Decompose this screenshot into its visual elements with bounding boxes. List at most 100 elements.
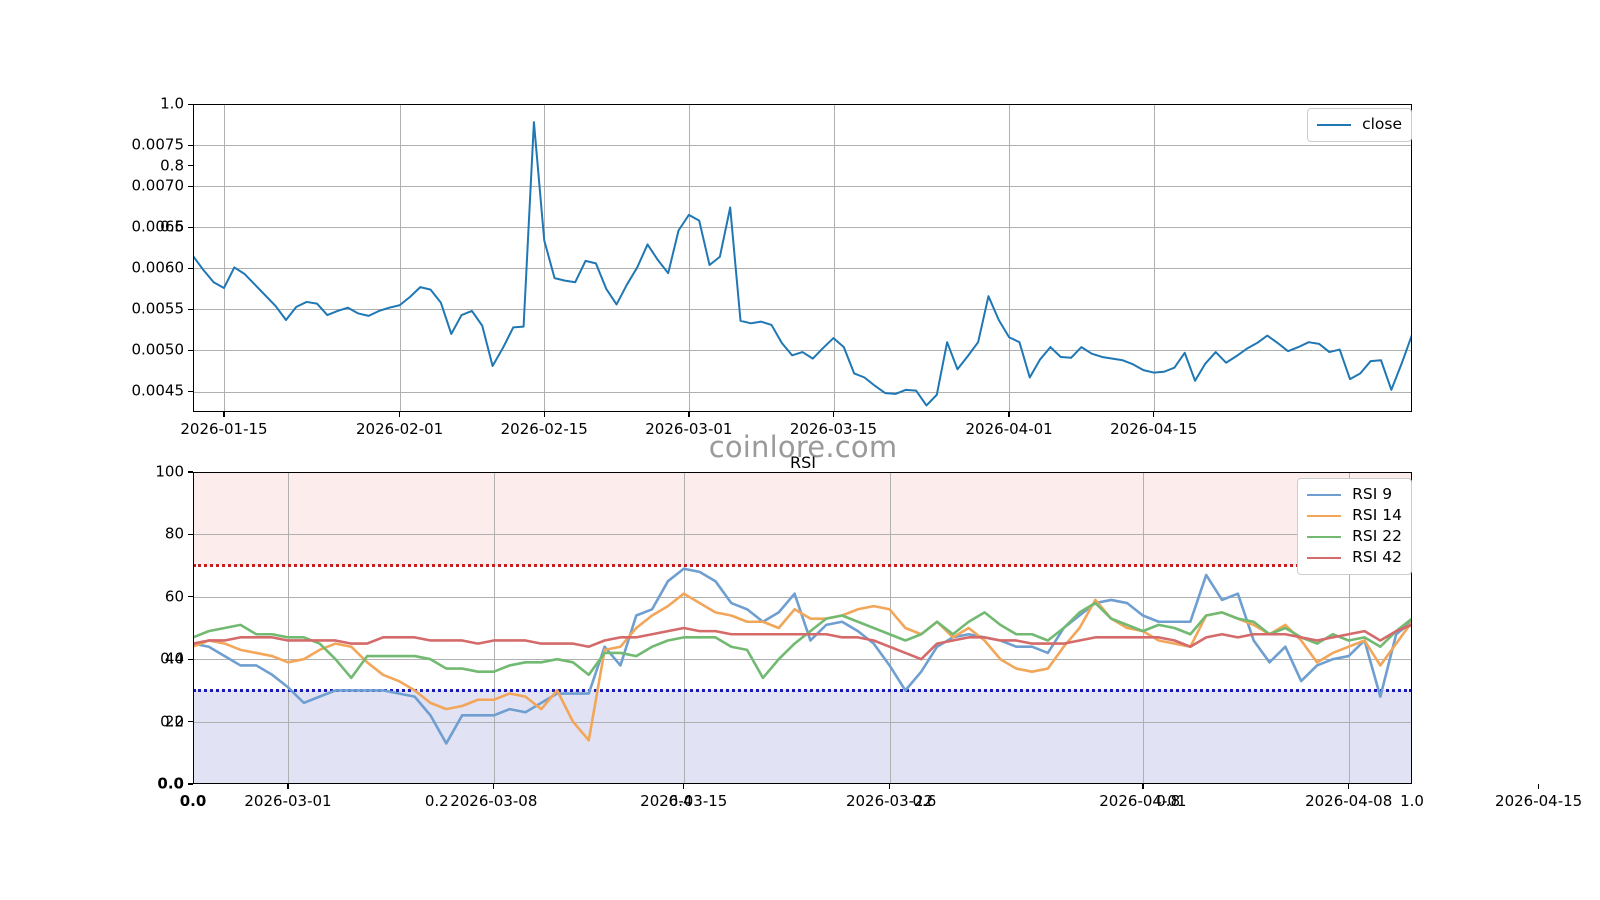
rsi-overlay-x-tick: 1.0: [1400, 792, 1424, 810]
price-y-tick: 0.0075: [131, 135, 185, 154]
rsi-axes-frame: [193, 472, 1412, 784]
rsi-y-tick: 0: [174, 774, 184, 793]
price-x-tick: 2026-04-01: [965, 420, 1053, 438]
rsi-x-tickmark: [683, 784, 685, 789]
price-overlay-y-tick: 0.8: [160, 156, 184, 175]
rsi-gridline-v: [288, 472, 289, 784]
price-gridline-h: [193, 350, 1412, 352]
price-x-tickmark: [223, 412, 225, 417]
rsi-legend-item[interactable]: RSI 9: [1307, 484, 1402, 505]
rsi-overlay-x-tick: 0.8: [1156, 792, 1181, 810]
price-x-tick: 2026-02-01: [356, 420, 444, 438]
price-gridline-h: [193, 186, 1412, 188]
price-y-tickmark: [188, 144, 193, 146]
close-series-path: [193, 121, 1412, 407]
rsi-band-oversold: [193, 690, 1412, 784]
rsi-series-group: [193, 567, 1412, 745]
price-x-tickmark: [688, 412, 690, 417]
rsi-x-tick: 2026-04-15: [1495, 792, 1583, 810]
watermark: coinlore.com: [708, 430, 898, 464]
price-gridline-v: [1009, 104, 1011, 412]
rsi-series-path-rsi-9: [193, 567, 1412, 745]
rsi-gridline-h: [193, 659, 1412, 661]
rsi-y-tickmark: [188, 658, 193, 660]
price-overlay-y-tickmark: [188, 103, 193, 105]
rsi-legend-label: RSI 42: [1352, 547, 1402, 566]
rsi-x-tick: 2026-03-01: [244, 792, 332, 810]
price-x-tick: 2026-01-15: [180, 420, 268, 438]
price-y-tickmark: [188, 308, 193, 311]
price-gridline-h: [193, 145, 1412, 147]
legend-line-swatch: [1307, 535, 1342, 538]
rsi-gridline-v: [889, 472, 891, 784]
rsi-legend-item[interactable]: RSI 22: [1307, 526, 1402, 547]
price-gridline-v: [224, 104, 225, 412]
rsi-gridline-h: [193, 596, 1412, 598]
price-legend[interactable]: close: [1307, 108, 1412, 142]
rsi-x-tick: 2026-03-22: [845, 792, 934, 810]
rsi-gridline-v: [493, 472, 495, 784]
price-gridline-h: [193, 391, 1412, 393]
price-overlay-y-tickmark: [188, 226, 193, 228]
price-gridline-v: [688, 104, 690, 412]
rsi-x-tickmark: [1142, 784, 1144, 789]
price-legend-label: close: [1362, 114, 1402, 133]
close-price-line: [193, 121, 1412, 407]
price-axes-frame: [193, 104, 1412, 412]
price-y-tickmark: [188, 390, 193, 393]
rsi-y-tickmark: [188, 783, 193, 785]
rsi-y-tick: 100: [155, 462, 184, 481]
price-plot-area: [193, 104, 1412, 412]
rsi-legend-item[interactable]: RSI 42: [1307, 547, 1402, 568]
rsi-y-tick: 60: [164, 587, 184, 606]
rsi-gridline-v: [1142, 472, 1144, 784]
rsi-overlay-y-tick: 0.4: [160, 649, 184, 668]
rsi-gridline-v: [1348, 472, 1350, 784]
price-overlay-y-tickmark: [188, 165, 193, 167]
rsi-band-overbought: [193, 472, 1412, 566]
legend-line-swatch: [1307, 556, 1342, 559]
price-x-tick: 2026-02-15: [500, 420, 588, 438]
rsi-x-tick: 2026-03-08: [450, 792, 538, 810]
price-gridline-v: [1153, 104, 1155, 412]
price-y-tickmark: [188, 267, 193, 270]
price-x-tickmark: [398, 412, 401, 417]
price-y-tick: 0.0055: [131, 299, 185, 318]
rsi-x-tick: 2026-04-08: [1305, 792, 1393, 810]
price-x-tick: 2026-03-15: [789, 420, 878, 438]
price-x-tickmark: [543, 412, 545, 417]
price-gridline-v: [833, 104, 835, 412]
rsi-overlay-x-tick: 0.6: [912, 792, 937, 810]
rsi-legend-label: RSI 14: [1352, 505, 1402, 524]
legend-line-swatch: [1317, 123, 1352, 126]
price-y-tick: 0.0070: [131, 176, 185, 195]
price-y-tick: 0.0060: [131, 258, 185, 277]
rsi-overlay-x-tick: 0.4: [668, 792, 693, 810]
price-y-tick: 0.0050: [131, 340, 185, 359]
price-x-tickmark: [1153, 412, 1155, 417]
rsi-overlay-x-tick: 0.2: [424, 792, 449, 810]
rsi-y-tickmark: [188, 596, 193, 598]
rsi-x-tick: 2026-03-15: [640, 792, 728, 810]
rsi-legend-label: RSI 9: [1352, 484, 1393, 503]
price-overlay-y-tick: 0.6: [160, 217, 184, 236]
price-y-tickmark: [188, 185, 193, 187]
rsi-y-tick: 80: [164, 524, 184, 543]
price-gridline-h: [193, 309, 1412, 311]
price-overlay-y-tick: 1.0: [160, 94, 184, 113]
rsi-overlay-y-tick: 0.0: [157, 774, 184, 793]
rsi-legend-item[interactable]: RSI 14: [1307, 505, 1402, 526]
rsi-series-path-rsi-42: [193, 623, 1412, 661]
rsi-legend[interactable]: RSI 9 RSI 14 RSI 22 RSI 42: [1297, 478, 1412, 575]
price-chart-panel: [193, 104, 1412, 412]
legend-line-swatch: [1307, 493, 1342, 496]
rsi-panel-title: RSI: [790, 453, 816, 472]
price-gridline-v: [544, 104, 546, 412]
rsi-legend-label: RSI 22: [1352, 526, 1402, 545]
rsi-x-tick: 2026-04-01: [1099, 792, 1187, 810]
rsi-overlay-y-tick: 0.2: [160, 712, 184, 731]
rsi-x-tickmark: [1348, 784, 1350, 789]
rsi-x-tickmark: [287, 784, 289, 789]
price-legend-item[interactable]: close: [1317, 114, 1402, 135]
